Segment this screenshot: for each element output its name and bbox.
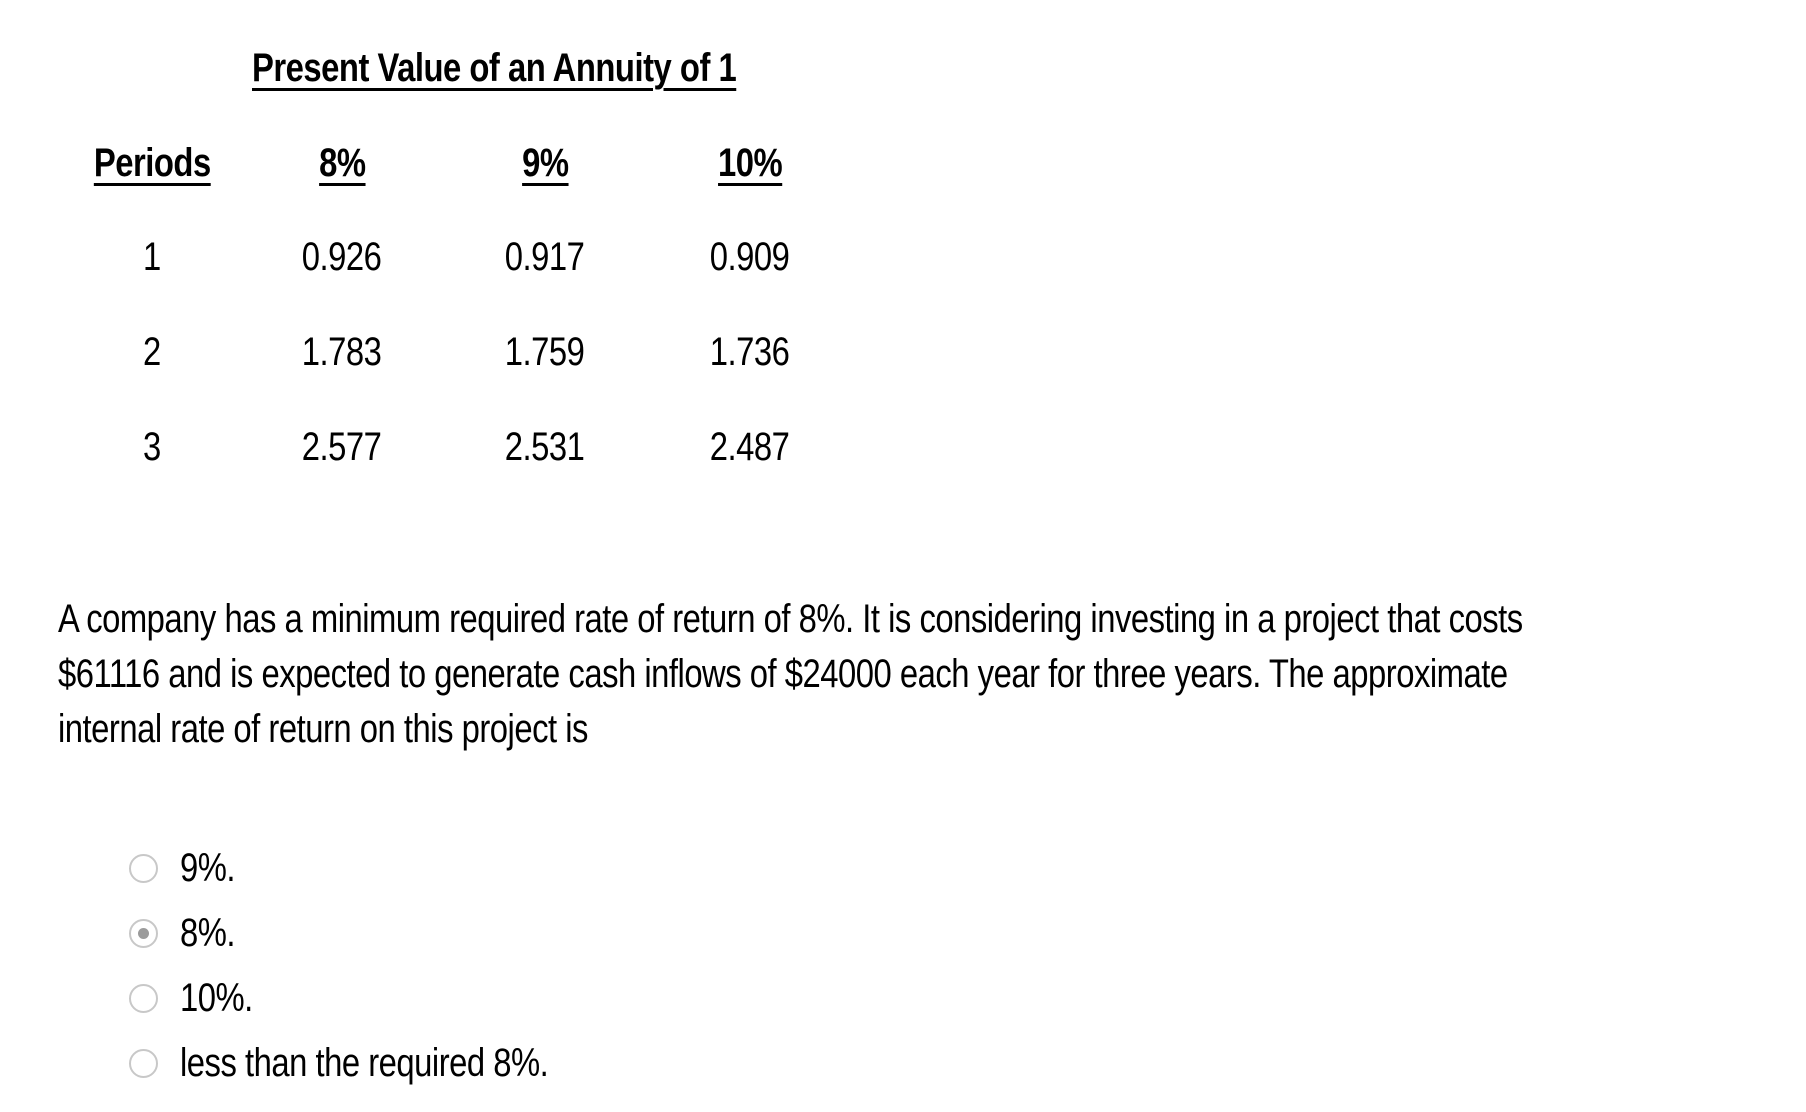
- pv-header-10pct: 10%: [717, 141, 783, 185]
- table-row: 3 2.577 2.531 2.487: [40, 417, 830, 477]
- table-row: 1 0.926 0.917 0.909: [40, 227, 830, 287]
- answer-option-less-than-8pct[interactable]: less than the required 8%.: [113, 1033, 629, 1093]
- answer-option-9pct[interactable]: 9%.: [113, 838, 247, 898]
- value-cell: 2.531: [505, 425, 585, 469]
- option-label[interactable]: 9%.: [180, 846, 236, 890]
- value-cell: 2.487: [710, 425, 790, 469]
- pv-table-title: Present Value of an Annuity of 1: [252, 46, 737, 90]
- answer-option-8pct[interactable]: 8%.: [113, 903, 247, 963]
- value-cell: 0.926: [302, 235, 382, 279]
- pv-header-periods: Periods: [93, 141, 211, 185]
- answer-option-10pct[interactable]: 10%.: [113, 968, 269, 1028]
- value-cell: 1.759: [505, 330, 585, 374]
- question-text: A company has a minimum required rate of…: [58, 597, 1523, 751]
- value-cell: 1.783: [302, 330, 382, 374]
- value-cell: 2.577: [302, 425, 382, 469]
- period-cell: 1: [143, 235, 161, 279]
- value-cell: 0.917: [505, 235, 585, 279]
- period-cell: 3: [143, 425, 161, 469]
- pv-header-9pct: 9%: [521, 141, 569, 185]
- value-cell: 0.909: [710, 235, 790, 279]
- pv-table-header-row: Periods 8% 9% 10%: [40, 133, 830, 193]
- option-label[interactable]: 8%.: [180, 911, 236, 955]
- radio-button[interactable]: [129, 983, 158, 1013]
- pv-header-8pct: 8%: [318, 141, 366, 185]
- period-cell: 2: [143, 330, 161, 374]
- radio-button[interactable]: [129, 1048, 158, 1078]
- option-label[interactable]: 10%.: [180, 976, 253, 1020]
- value-cell: 1.736: [710, 330, 790, 374]
- option-label[interactable]: less than the required 8%.: [180, 1041, 549, 1085]
- radio-button[interactable]: [129, 853, 158, 883]
- table-row: 2 1.783 1.759 1.736: [40, 322, 830, 382]
- radio-button[interactable]: [129, 918, 158, 948]
